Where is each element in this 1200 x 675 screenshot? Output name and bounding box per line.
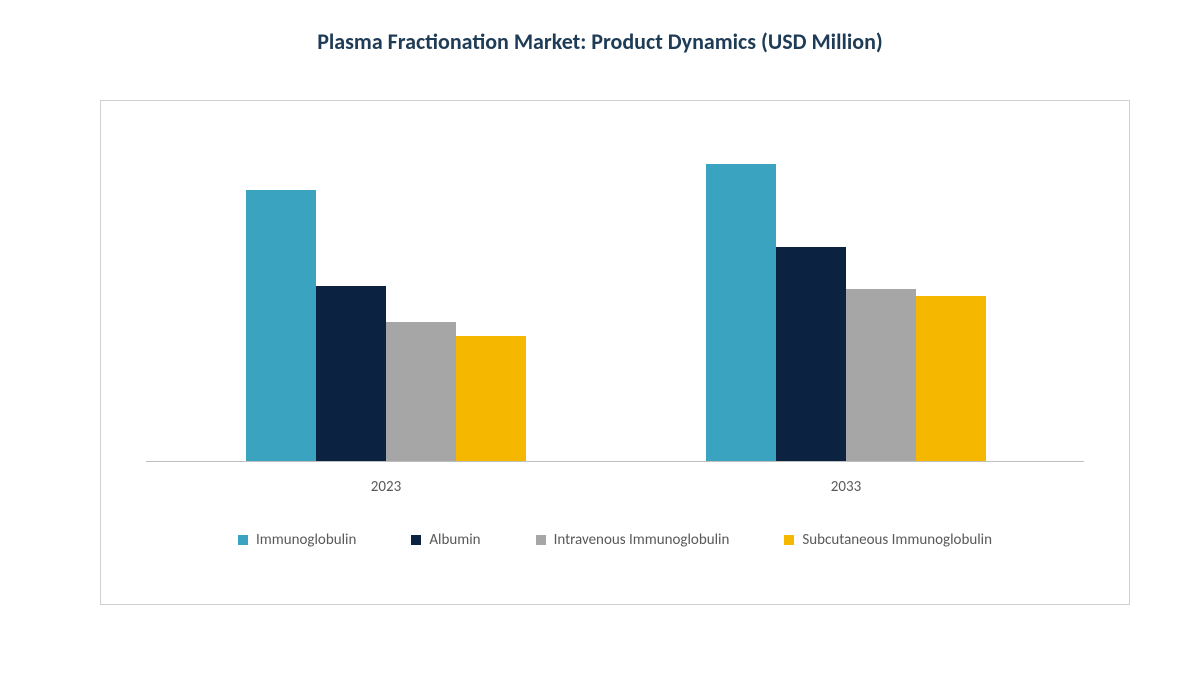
x-axis: 2023 2033	[146, 466, 1084, 496]
bar	[456, 336, 526, 461]
chart-title: Plasma Fractionation Market: Product Dyn…	[0, 28, 1200, 55]
bar	[316, 286, 386, 461]
bar	[916, 296, 986, 461]
bar	[246, 190, 316, 461]
legend-label: Immunoglobulin	[256, 531, 356, 549]
bar	[706, 164, 776, 461]
bar-group	[246, 131, 526, 461]
legend-swatch	[238, 535, 248, 545]
bar	[386, 322, 456, 461]
chart-frame: 2023 2033 Immunoglobulin Albumin Intravenou…	[100, 100, 1130, 605]
legend-swatch	[411, 535, 421, 545]
legend-label: Subcutaneous Immunoglobulin	[802, 531, 992, 549]
x-axis-label: 2033	[831, 478, 861, 496]
x-axis-label: 2023	[371, 478, 401, 496]
legend-item: Immunoglobulin	[238, 531, 356, 549]
legend-item: Subcutaneous Immunoglobulin	[784, 531, 992, 549]
legend: Immunoglobulin Albumin Intravenous Immunog…	[101, 531, 1129, 549]
legend-label: Albumin	[429, 531, 480, 549]
bar-group	[706, 131, 986, 461]
legend-item: Intravenous Immunoglobulin	[536, 531, 730, 549]
page: Plasma Fractionation Market: Product Dyn…	[0, 0, 1200, 675]
legend-label: Intravenous Immunoglobulin	[554, 531, 730, 549]
bar	[846, 289, 916, 461]
plot-area	[146, 131, 1084, 462]
legend-swatch	[784, 535, 794, 545]
bar	[776, 247, 846, 462]
legend-swatch	[536, 535, 546, 545]
legend-item: Albumin	[411, 531, 480, 549]
